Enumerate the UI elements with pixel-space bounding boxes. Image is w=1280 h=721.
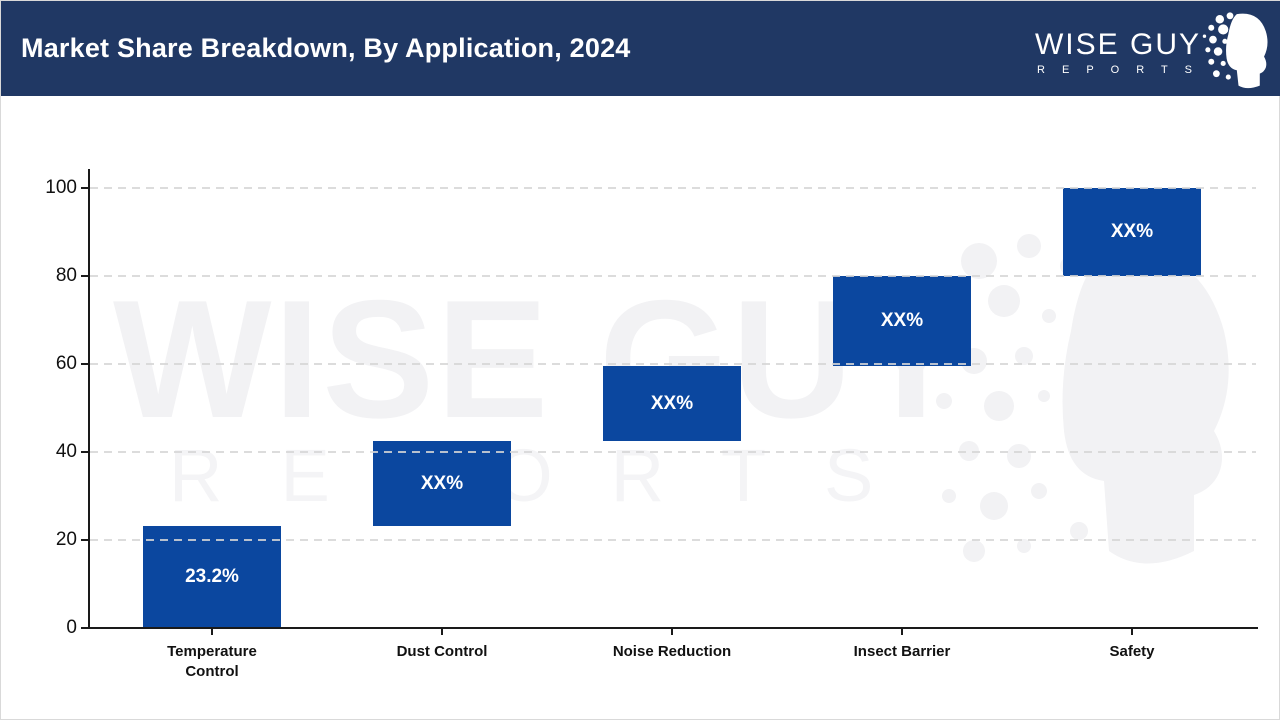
category-label: Temperature Control xyxy=(167,643,257,680)
bar-noise-reduction: XX% xyxy=(603,366,741,442)
gridline-40 xyxy=(90,451,1256,453)
x-axis-line xyxy=(88,627,1258,629)
y-tick-mark xyxy=(81,275,89,277)
y-tick-label: 100 xyxy=(45,177,77,198)
logo-head-icon xyxy=(1187,9,1273,94)
y-tick-mark xyxy=(81,187,89,189)
bar-value-label: XX% xyxy=(650,392,694,414)
watermark-wiseguy-text: WISE GUY xyxy=(113,265,970,453)
bar-value-label: 23.2% xyxy=(185,565,239,587)
wise-guy-reports-logo: WISE GUY R E P O R T S xyxy=(1035,9,1273,94)
bar-value-label: XX% xyxy=(880,310,924,332)
x-tick-mark xyxy=(441,629,443,635)
logo-wiseguy-label: WISE GUY xyxy=(1034,27,1201,61)
y-tick-mark xyxy=(81,363,89,365)
y-tick-mark xyxy=(81,451,89,453)
gridline-80 xyxy=(90,275,1256,277)
category-label: Insect Barrier xyxy=(853,643,951,660)
bar-value-label: XX% xyxy=(1110,221,1154,242)
y-tick-label: 40 xyxy=(55,441,77,462)
header-bar: Market Share Breakdown, By Application, … xyxy=(1,1,1280,96)
x-tick-mark xyxy=(671,629,673,635)
bar-dust-control: XX% xyxy=(373,441,511,526)
y-axis-line xyxy=(88,169,90,629)
waterfall-chart: 0 20 40 60 80 100 23.2% XX% XX% XX% XX% Temperatu… xyxy=(1,96,1280,721)
bar-safety: XX% xyxy=(1063,188,1201,276)
x-tick-mark xyxy=(1131,629,1133,635)
y-tick-mark xyxy=(81,539,89,541)
page-title: Market Share Breakdown, By Application, … xyxy=(21,33,631,63)
gridline-20 xyxy=(90,539,1256,541)
y-tick-mark xyxy=(81,627,89,629)
bar-value-label: XX% xyxy=(420,472,464,494)
logo-text: WISE GUY R E P O R T S xyxy=(1035,28,1201,76)
category-label: Dust Control xyxy=(396,643,488,660)
x-tick-mark xyxy=(901,629,903,635)
category-label: Noise Reduction xyxy=(612,643,732,660)
watermark-reports-text: REPORTS xyxy=(169,434,932,517)
gridline-100 xyxy=(90,187,1256,189)
logo-reports-label: R E P O R T S xyxy=(1037,63,1199,76)
gridline-60 xyxy=(90,363,1256,365)
bar-insect-barrier: XX% xyxy=(833,276,971,367)
category-label: Safety xyxy=(1109,643,1155,660)
y-tick-label: 0 xyxy=(66,617,77,638)
y-tick-label: 20 xyxy=(55,529,77,550)
y-tick-label: 60 xyxy=(55,353,77,374)
y-tick-label: 80 xyxy=(55,265,77,286)
x-tick-mark xyxy=(211,629,213,635)
bar-temperature-control: 23.2% xyxy=(143,525,281,628)
